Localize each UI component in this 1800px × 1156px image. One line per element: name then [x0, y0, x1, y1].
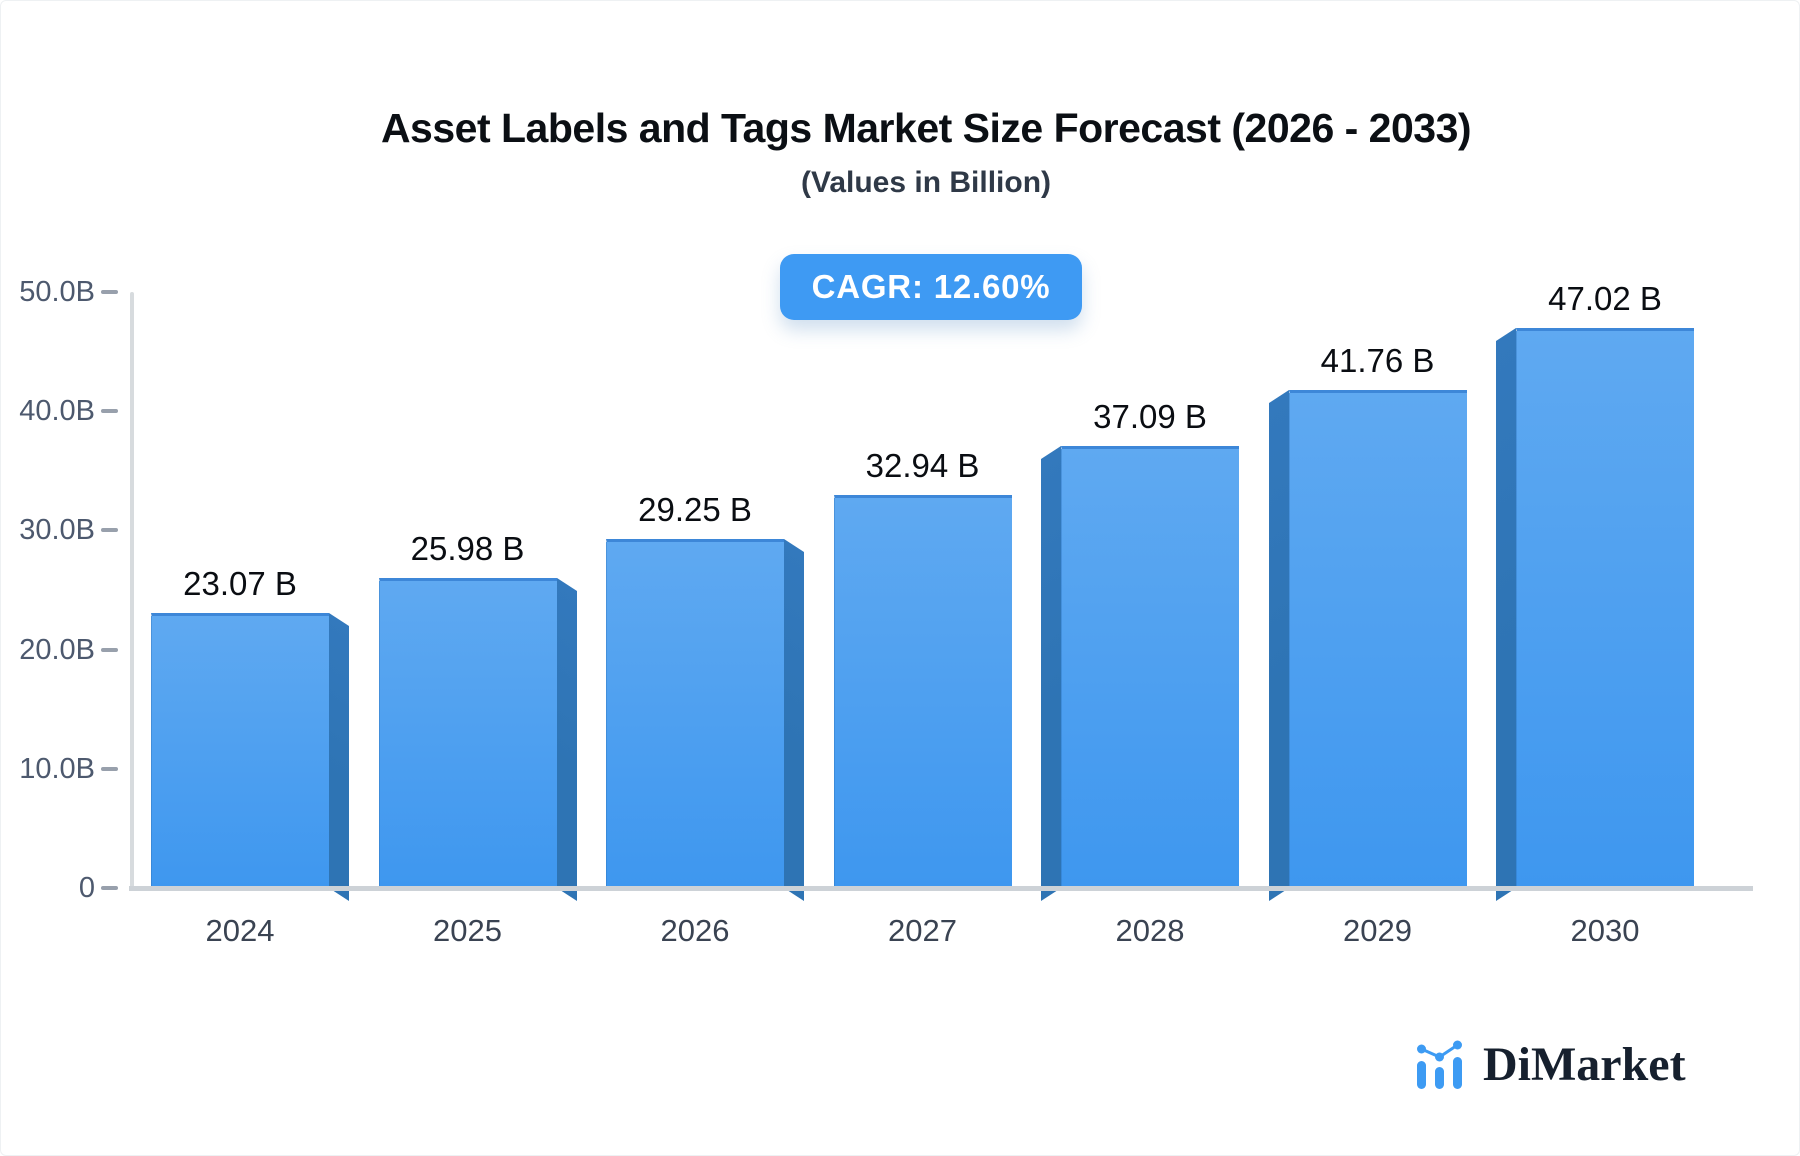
bar-group: [1041, 445, 1239, 901]
y-axis-tick-label: 30.0B: [19, 514, 95, 547]
bar-group: [378, 578, 577, 901]
x-axis-label: 2030: [1570, 913, 1640, 948]
bar-group: [151, 613, 349, 901]
bar-side-face: [556, 578, 577, 901]
bar-body: [1516, 327, 1694, 888]
brand-logo: DiMarket: [1413, 1037, 1686, 1093]
y-axis-tick: [101, 647, 118, 652]
bar-group: [606, 539, 804, 901]
y-axis-tick: [101, 528, 118, 533]
bar-side-face: [784, 539, 804, 901]
x-axis-baseline: [129, 886, 1753, 891]
cagr-badge: CAGR: 12.60%: [780, 254, 1082, 320]
bar-value-label: 25.98 B: [410, 530, 525, 568]
bar-line-chart-icon: [1417, 1040, 1462, 1089]
x-axis-label: 2029: [1343, 913, 1412, 948]
bar-body: [1061, 445, 1239, 888]
bar-body: [833, 495, 1012, 888]
bar-side-face: [1041, 445, 1061, 901]
x-axis-label: 2025: [433, 913, 502, 948]
bar-body: [1288, 390, 1467, 888]
y-axis-line: [130, 292, 134, 888]
bar-group: [833, 495, 1012, 888]
chart-title: Asset Labels and Tags Market Size Foreca…: [380, 105, 1472, 151]
y-axis-tick-label: 10.0B: [19, 752, 95, 785]
bar-value-label: 32.94 B: [865, 447, 980, 485]
bar-side-face: [1268, 390, 1289, 901]
x-axis-label: 2028: [1115, 913, 1185, 948]
y-axis-tick: [101, 886, 118, 890]
x-axis-label: 2027: [888, 913, 957, 948]
bar-value-label: 47.02 B: [1548, 279, 1662, 317]
y-axis-tick-label: 40.0B: [19, 395, 95, 428]
bar-side-face: [1496, 327, 1516, 901]
y-axis-tick-label: 50.0B: [19, 276, 95, 308]
bar-body: [606, 539, 784, 888]
x-axis-label: 2026: [660, 913, 730, 948]
x-axis-label: 2024: [205, 913, 275, 948]
bar-value-label: 37.09 B: [1093, 397, 1207, 435]
bar-side-face: [329, 613, 349, 901]
y-axis-tick-label: 0: [78, 872, 95, 904]
y-axis-tick: [101, 766, 118, 771]
y-axis-tick-label: 20.0B: [19, 633, 95, 666]
bar-value-label: 41.76 B: [1320, 342, 1435, 380]
y-axis-tick: [101, 409, 118, 414]
bar-group: [1496, 327, 1694, 901]
bar-value-label: 23.07 B: [183, 565, 297, 602]
chart-subtitle: (Values in Billion): [800, 166, 1052, 200]
chart-header: Asset Labels and Tags Market Size Foreca…: [131, 1, 1721, 200]
bar-value-label: 29.25 B: [638, 491, 752, 529]
y-axis-tick: [101, 290, 118, 294]
bar-body: [378, 578, 557, 888]
brand-logo-text: DiMarket: [1483, 1038, 1686, 1091]
bar-body: [151, 613, 329, 888]
bar-group: [1268, 390, 1467, 901]
